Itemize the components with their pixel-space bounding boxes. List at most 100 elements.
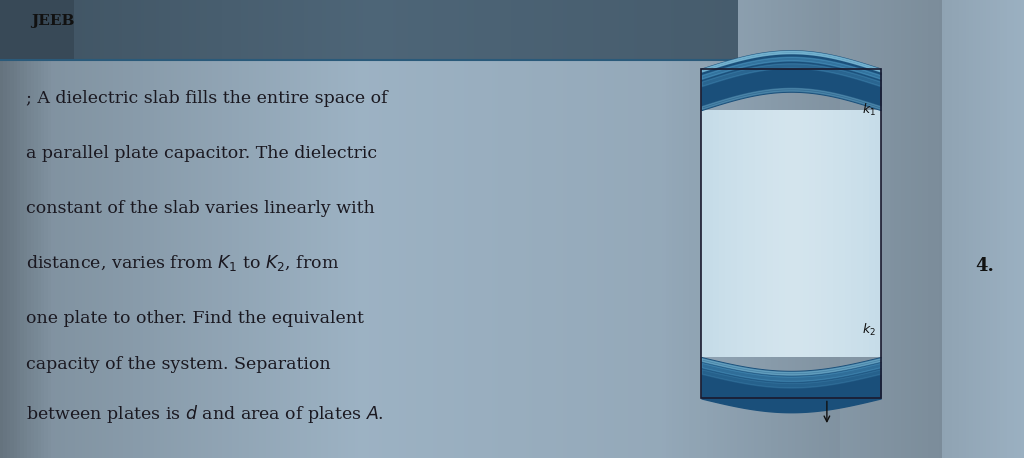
Bar — [461, 0, 465, 458]
Bar — [1000, 0, 1005, 458]
Bar — [812, 0, 817, 458]
Bar — [802, 0, 807, 458]
Bar — [51, 0, 55, 458]
Bar — [703, 0, 709, 60]
Bar — [44, 0, 49, 60]
Bar — [100, 0, 104, 60]
Bar — [674, 0, 679, 60]
Bar — [197, 0, 201, 60]
Bar — [730, 0, 735, 458]
Bar — [1007, 0, 1012, 458]
Bar — [122, 0, 127, 60]
Bar — [497, 0, 501, 60]
Bar — [355, 0, 360, 60]
Bar — [686, 0, 690, 458]
Bar — [371, 0, 375, 60]
Bar — [352, 0, 356, 60]
Bar — [658, 0, 664, 458]
Bar — [601, 0, 605, 458]
Bar — [276, 0, 281, 458]
Bar — [297, 0, 301, 458]
Bar — [538, 0, 542, 60]
Bar — [894, 0, 899, 458]
Bar — [901, 0, 905, 458]
Bar — [71, 0, 75, 60]
Bar — [307, 0, 312, 60]
Bar — [604, 0, 608, 458]
Bar — [796, 0, 800, 458]
Bar — [586, 0, 590, 60]
Bar — [280, 0, 285, 458]
Bar — [24, 0, 29, 458]
Bar — [318, 0, 324, 60]
Bar — [304, 0, 308, 60]
Bar — [31, 0, 35, 458]
Bar — [723, 0, 727, 60]
Bar — [594, 0, 598, 458]
Bar — [108, 0, 113, 60]
Bar — [489, 0, 494, 60]
Bar — [607, 0, 612, 60]
Bar — [161, 0, 165, 458]
Bar — [467, 0, 471, 60]
Bar — [679, 0, 684, 458]
Bar — [667, 0, 672, 60]
Bar — [427, 0, 431, 458]
Bar — [761, 110, 767, 357]
Bar — [160, 0, 164, 60]
Bar — [115, 0, 120, 60]
Bar — [361, 0, 367, 458]
Bar — [181, 0, 185, 458]
Bar — [215, 0, 219, 60]
Bar — [904, 0, 909, 458]
Bar — [781, 0, 786, 458]
Bar — [860, 0, 864, 458]
Bar — [685, 0, 690, 60]
Bar — [263, 0, 267, 458]
Bar — [335, 0, 339, 458]
Bar — [96, 0, 101, 60]
Bar — [645, 0, 649, 458]
Bar — [212, 0, 216, 458]
Bar — [540, 0, 544, 458]
Bar — [630, 0, 635, 60]
Bar — [130, 0, 134, 458]
Bar — [326, 0, 331, 60]
Bar — [495, 0, 500, 458]
Text: a parallel plate capacitor. The dielectric: a parallel plate capacitor. The dielectr… — [26, 145, 377, 162]
Bar — [38, 0, 42, 458]
Bar — [878, 0, 882, 458]
Bar — [140, 0, 144, 458]
Bar — [26, 0, 31, 60]
Bar — [1011, 0, 1015, 458]
Bar — [659, 0, 665, 60]
Bar — [509, 0, 513, 458]
Bar — [536, 0, 541, 458]
Bar — [211, 0, 216, 60]
Bar — [170, 0, 175, 60]
Bar — [597, 0, 602, 458]
Bar — [552, 0, 557, 60]
Bar — [300, 0, 305, 60]
Bar — [696, 0, 701, 60]
Bar — [443, 0, 449, 458]
Bar — [130, 0, 134, 60]
Bar — [389, 0, 393, 60]
Bar — [236, 0, 240, 458]
Bar — [829, 0, 834, 458]
Bar — [136, 0, 141, 458]
Bar — [382, 0, 386, 60]
Bar — [693, 0, 697, 60]
Bar — [556, 0, 560, 60]
Bar — [82, 0, 86, 60]
Bar — [338, 0, 342, 458]
Bar — [478, 0, 482, 458]
Bar — [317, 0, 322, 458]
Bar — [914, 0, 920, 458]
Bar — [792, 0, 797, 458]
Bar — [556, 0, 561, 458]
Bar — [184, 0, 188, 458]
Bar — [366, 0, 370, 458]
Bar — [614, 0, 618, 458]
Bar — [41, 0, 45, 458]
